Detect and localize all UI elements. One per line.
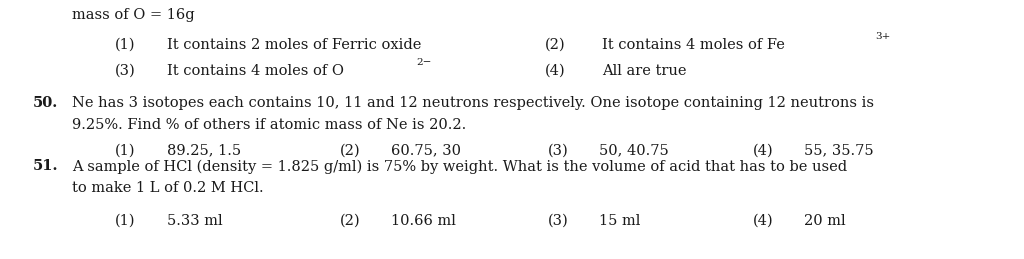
Text: 51.: 51. <box>33 159 58 173</box>
Text: 5.33 ml: 5.33 ml <box>167 214 222 228</box>
Text: (2): (2) <box>340 144 360 158</box>
Text: (2): (2) <box>545 38 565 52</box>
Text: 50, 40.75: 50, 40.75 <box>599 144 669 158</box>
Text: to make 1 L of 0.2 M HCl.: to make 1 L of 0.2 M HCl. <box>72 181 263 195</box>
Text: It contains 4 moles of Fe: It contains 4 moles of Fe <box>602 38 785 52</box>
Text: 10.66 ml: 10.66 ml <box>391 214 456 228</box>
Text: All are true: All are true <box>602 64 687 78</box>
Text: It contains 2 moles of Ferric oxide: It contains 2 moles of Ferric oxide <box>167 38 421 52</box>
Text: 9.25%. Find % of others if atomic mass of Ne is 20.2.: 9.25%. Find % of others if atomic mass o… <box>72 118 466 132</box>
Text: (4): (4) <box>753 214 773 228</box>
Text: 89.25, 1.5: 89.25, 1.5 <box>167 144 241 158</box>
Text: A sample of HCl (density = 1.825 g/ml) is 75% by weight. What is the volume of a: A sample of HCl (density = 1.825 g/ml) i… <box>72 159 847 174</box>
Text: 3+: 3+ <box>876 32 891 41</box>
Text: (3): (3) <box>115 64 135 78</box>
Text: (2): (2) <box>340 214 360 228</box>
Text: (3): (3) <box>548 144 568 158</box>
Text: (3): (3) <box>548 214 568 228</box>
Text: 50.: 50. <box>33 96 58 110</box>
Text: (4): (4) <box>753 144 773 158</box>
Text: 20 ml: 20 ml <box>804 214 846 228</box>
Text: 15 ml: 15 ml <box>599 214 640 228</box>
Text: (1): (1) <box>115 38 135 52</box>
Text: Ne has 3 isotopes each contains 10, 11 and 12 neutrons respectively. One isotope: Ne has 3 isotopes each contains 10, 11 a… <box>72 96 873 110</box>
Text: (1): (1) <box>115 214 135 228</box>
Text: It contains 4 moles of O: It contains 4 moles of O <box>167 64 344 78</box>
Text: 55, 35.75: 55, 35.75 <box>804 144 873 158</box>
Text: mass of O = 16g: mass of O = 16g <box>72 8 195 22</box>
Text: (4): (4) <box>545 64 565 78</box>
Text: 60.75, 30: 60.75, 30 <box>391 144 461 158</box>
Text: (1): (1) <box>115 144 135 158</box>
Text: 2−: 2− <box>417 58 432 67</box>
